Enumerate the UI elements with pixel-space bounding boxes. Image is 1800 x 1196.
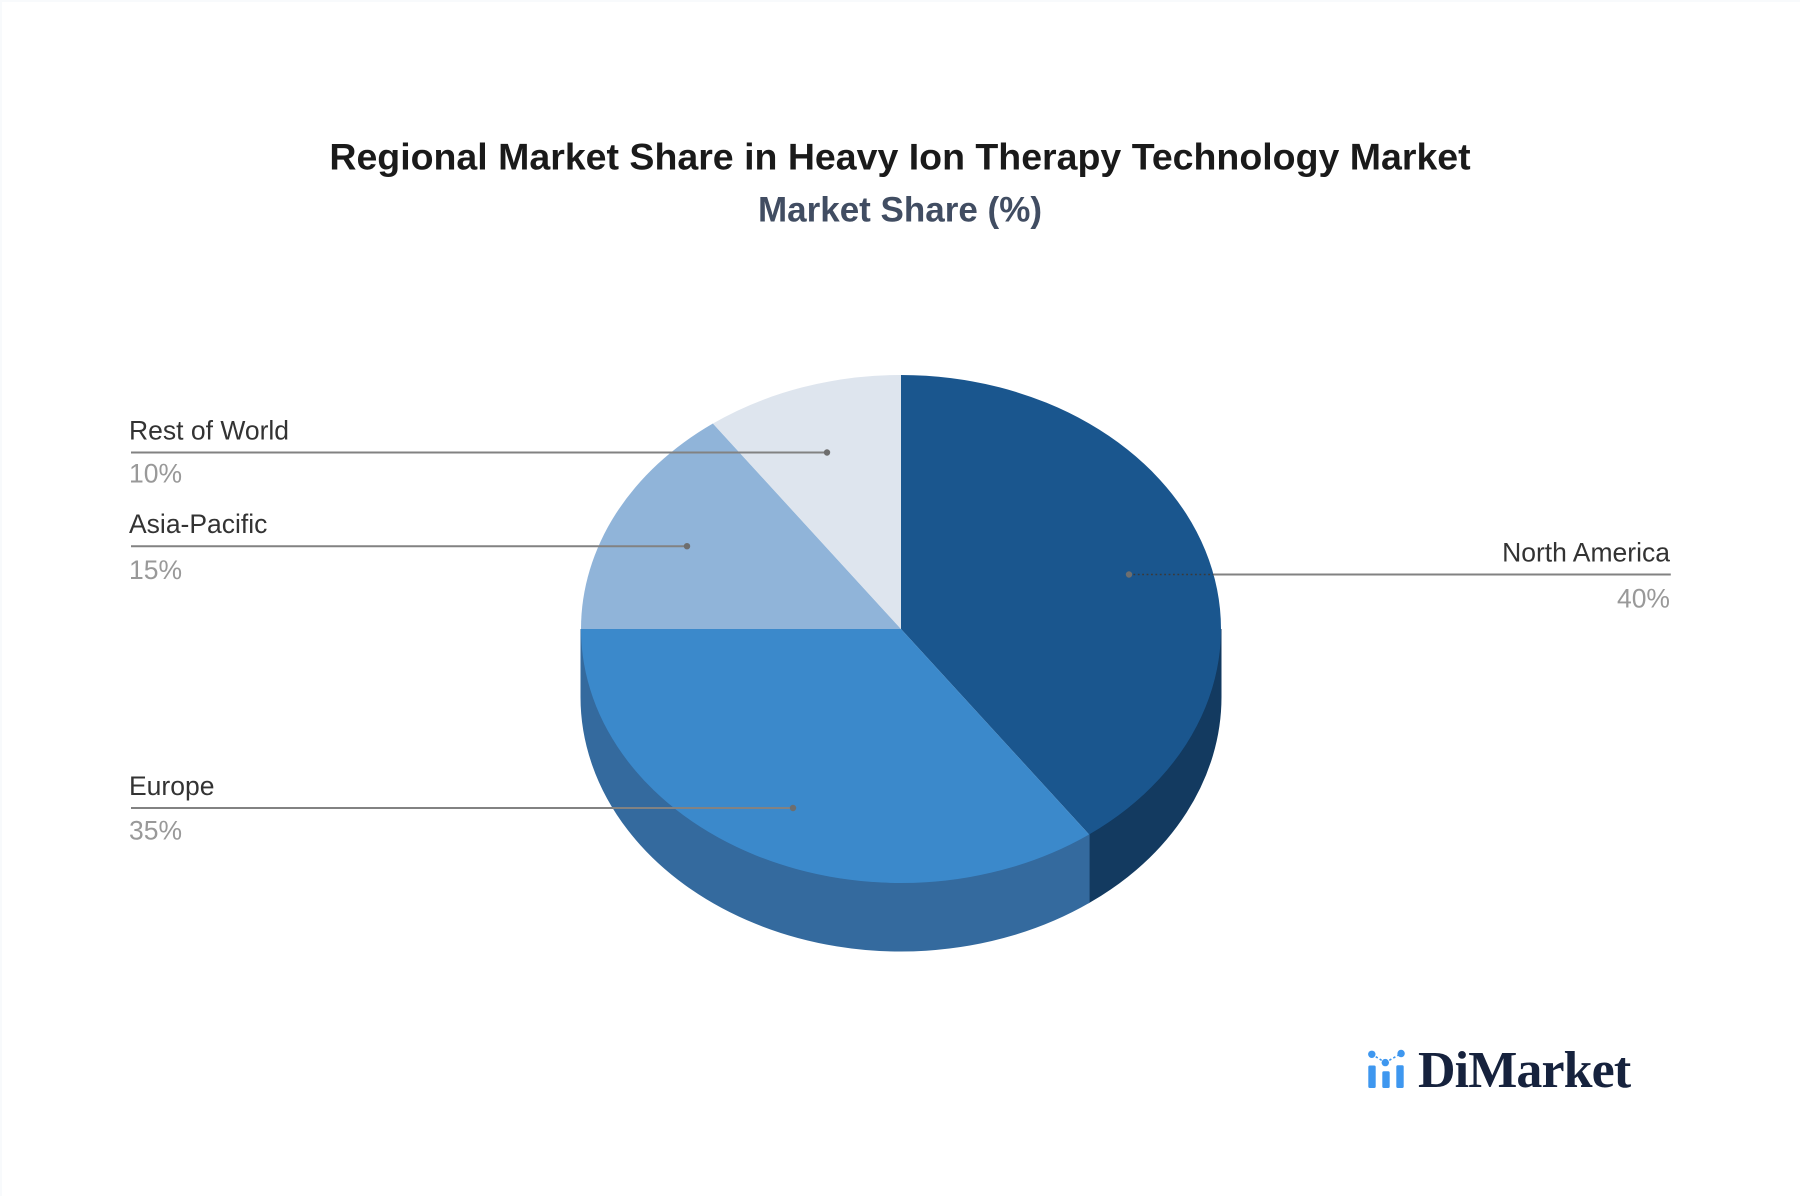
- svg-text:40%: 40%: [1617, 584, 1670, 614]
- svg-text:Rest of World: Rest of World: [129, 416, 289, 446]
- svg-text:North America: North America: [1502, 538, 1670, 568]
- svg-text:Asia-Pacific: Asia-Pacific: [129, 509, 267, 539]
- svg-text:Market Share (%): Market Share (%): [758, 190, 1042, 229]
- svg-text:10%: 10%: [129, 459, 182, 489]
- svg-text:Regional Market Share in Heavy: Regional Market Share in Heavy Ion Thera…: [329, 135, 1471, 177]
- svg-text:DiMarket: DiMarket: [1418, 1042, 1632, 1099]
- svg-text:35%: 35%: [129, 816, 182, 846]
- svg-text:Europe: Europe: [129, 771, 214, 801]
- svg-text:15%: 15%: [129, 555, 182, 585]
